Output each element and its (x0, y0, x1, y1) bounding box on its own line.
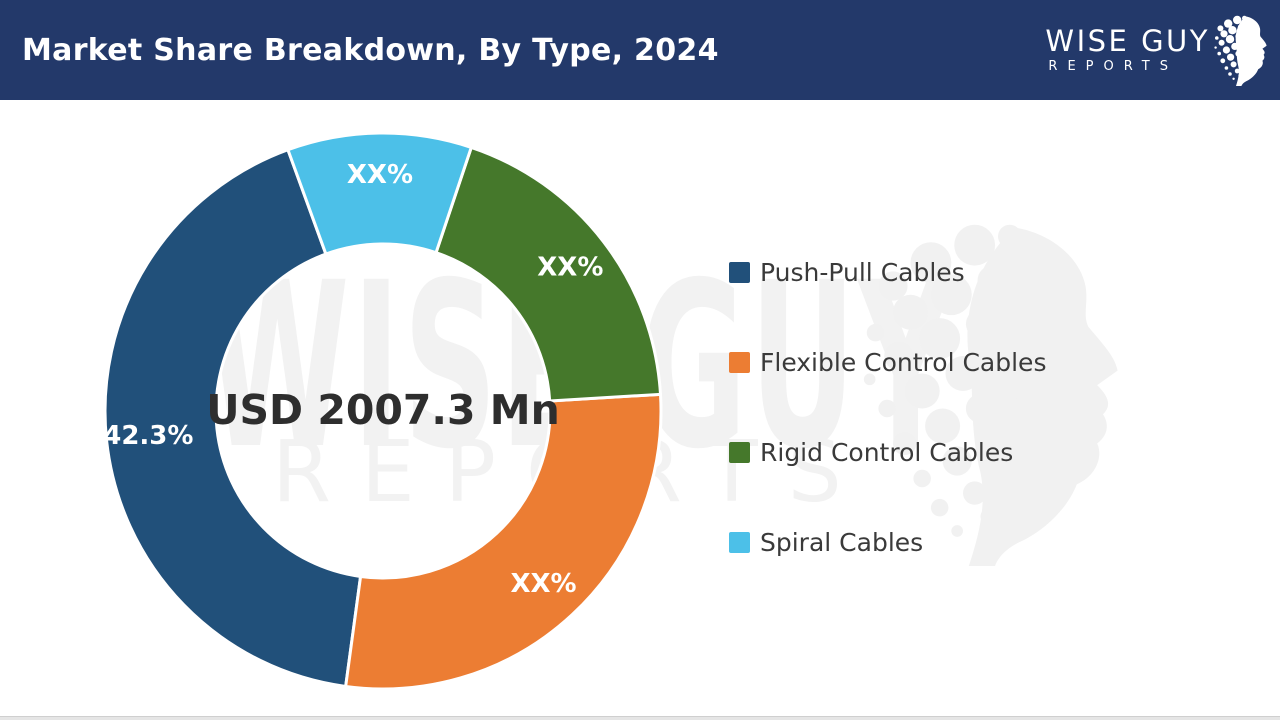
brand-face-icon (1212, 9, 1272, 91)
legend-swatch (729, 352, 750, 373)
slice-flexible-control-cables (344, 392, 663, 691)
legend-item: Spiral Cables (729, 527, 1046, 558)
slice-percentage-label: XX% (537, 252, 603, 282)
brand-name: WISE GUY (1045, 24, 1210, 58)
legend: Push-Pull Cables Flexible Control Cables R… (729, 257, 1046, 558)
brand-subtitle: REPORTS (1048, 59, 1179, 74)
legend-item: Rigid Control Cables (729, 437, 1046, 468)
slice-push-pull-cables (103, 148, 363, 688)
legend-label: Flexible Control Cables (760, 347, 1047, 377)
legend-swatch (729, 442, 750, 463)
legend-label: Push-Pull Cables (760, 257, 965, 287)
legend-swatch (729, 262, 750, 283)
header-bar: Market Share Breakdown, By Type, 2024 WI… (0, 0, 1280, 100)
legend-item: Push-Pull Cables (729, 257, 1046, 288)
footer-strip (0, 716, 1280, 720)
legend-label: Rigid Control Cables (760, 437, 1014, 467)
legend-swatch (729, 532, 750, 553)
brand-text: WISE GUY REPORTS (1045, 24, 1210, 74)
slice-percentage-label: XX% (510, 569, 576, 599)
page-title: Market Share Breakdown, By Type, 2024 (22, 32, 719, 68)
slice-percentage-label: XX% (347, 160, 413, 190)
slice-spiral-cables (286, 131, 473, 256)
slice-percentage-label: 42.3% (103, 421, 193, 451)
slice-rigid-control-cables (434, 145, 662, 403)
legend-label: Spiral Cables (760, 527, 924, 557)
legend-item: Flexible Control Cables (729, 347, 1046, 378)
chart-center-value: USD 2007.3 Mn (206, 386, 560, 434)
brand-logo: WISE GUY REPORTS (1045, 9, 1272, 91)
